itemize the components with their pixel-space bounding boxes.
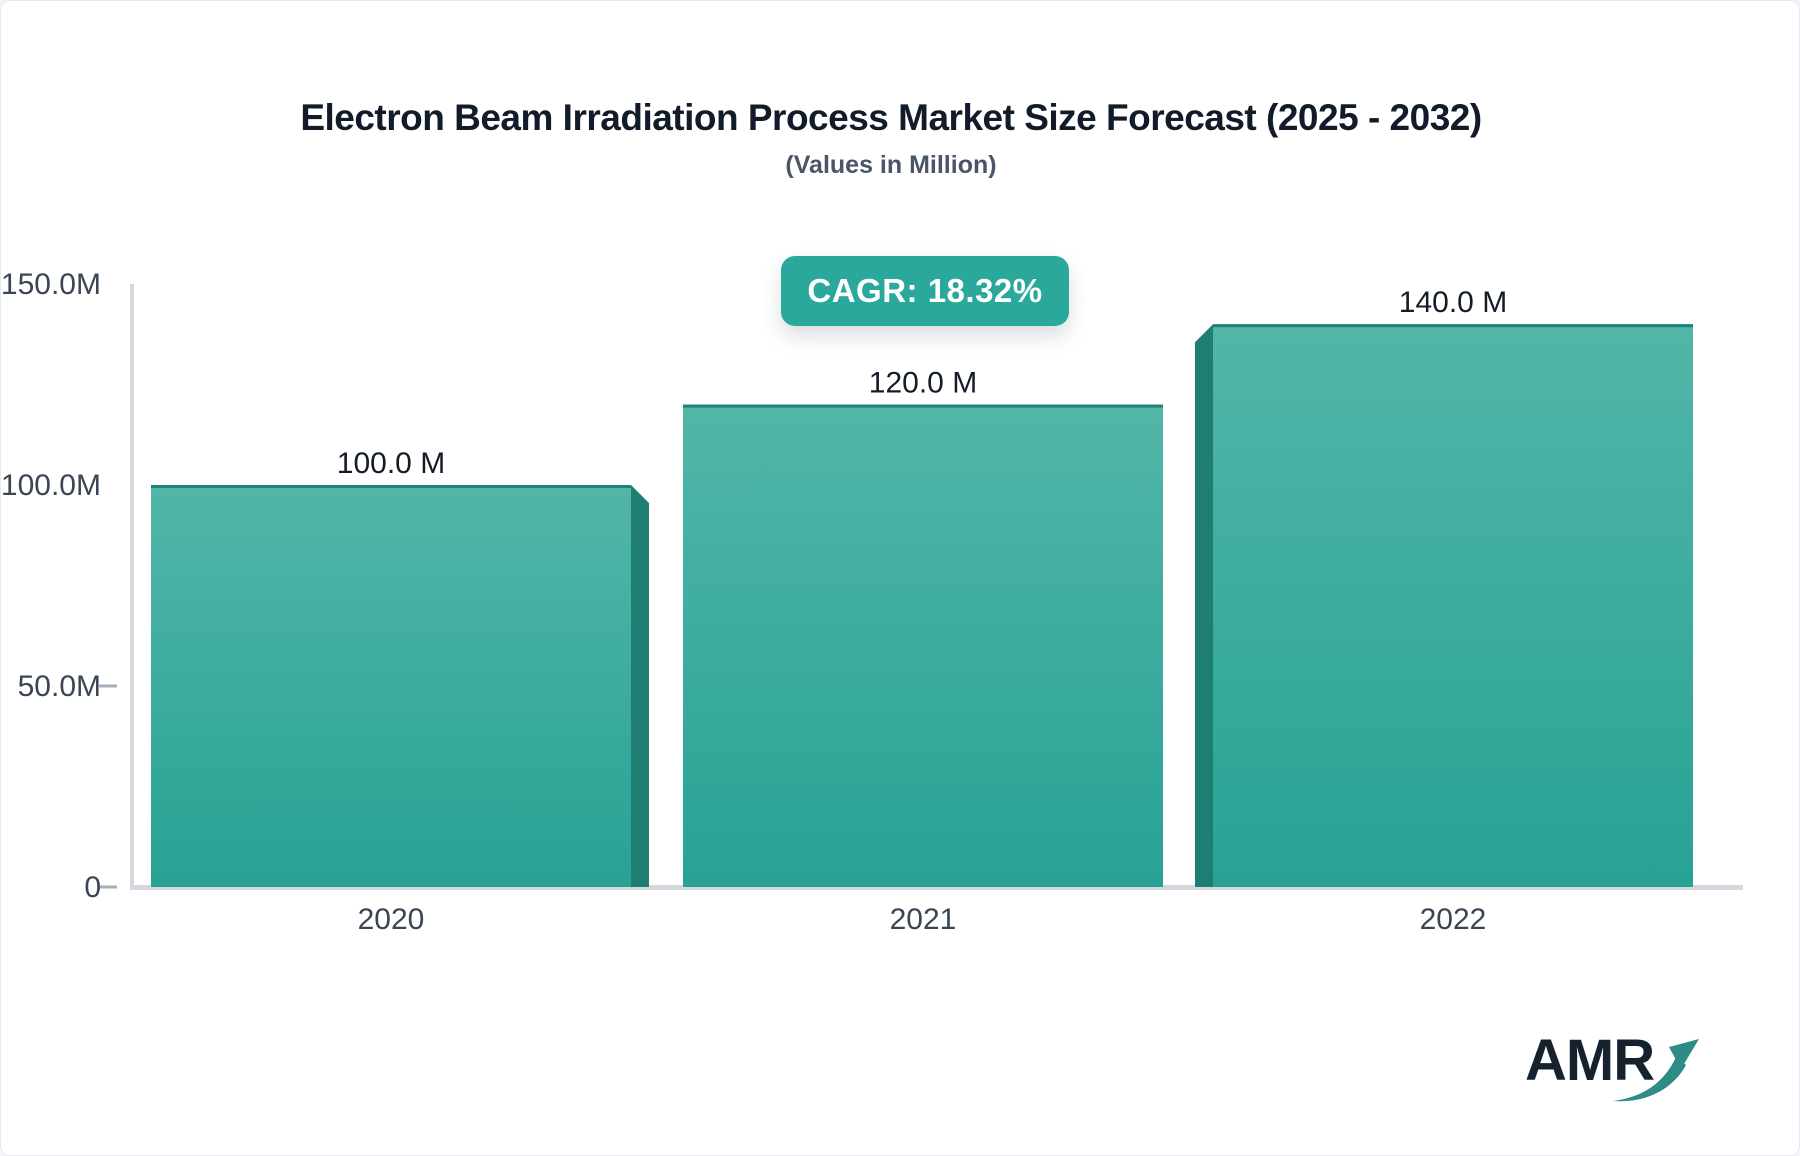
bar-2021 [683, 404, 1163, 887]
bar-2020 [151, 485, 631, 887]
y-axis-label: 150.0M [1, 268, 101, 301]
x-axis-line [130, 885, 1743, 890]
y-axis-label: 0 [84, 871, 101, 904]
bar-top-edge [683, 404, 1163, 408]
y-axis-tick [99, 885, 117, 889]
chart-subtitle: (Values in Million) [785, 151, 997, 179]
bar-value-label: 120.0 M [869, 367, 977, 400]
y-axis-line [130, 284, 134, 889]
cagr-badge: CAGR: 18.32% [781, 256, 1069, 326]
x-axis-label: 2020 [358, 903, 425, 936]
growth-arrow-icon [1613, 1039, 1699, 1102]
bar-value-label: 140.0 M [1399, 286, 1507, 319]
y-axis-label: 100.0M [1, 469, 101, 502]
bar-top-edge [151, 485, 631, 488]
chart-title: Electron Beam Irradiation Process Market… [300, 97, 1482, 138]
bar-value-label: 100.0 M [337, 447, 445, 480]
x-axis-label: 2022 [1420, 903, 1487, 936]
y-axis-tick [99, 684, 117, 688]
bar-side-face [1195, 324, 1213, 887]
y-axis-label: 50.0M [18, 670, 101, 703]
amr-logo-text: AMR [1525, 1028, 1655, 1093]
bar-side-face [631, 485, 649, 887]
amr-logo: AMR [1525, 1031, 1725, 1111]
x-axis-label: 2021 [890, 903, 957, 936]
bar-top-edge [1213, 324, 1693, 328]
bar-2022 [1213, 324, 1693, 887]
